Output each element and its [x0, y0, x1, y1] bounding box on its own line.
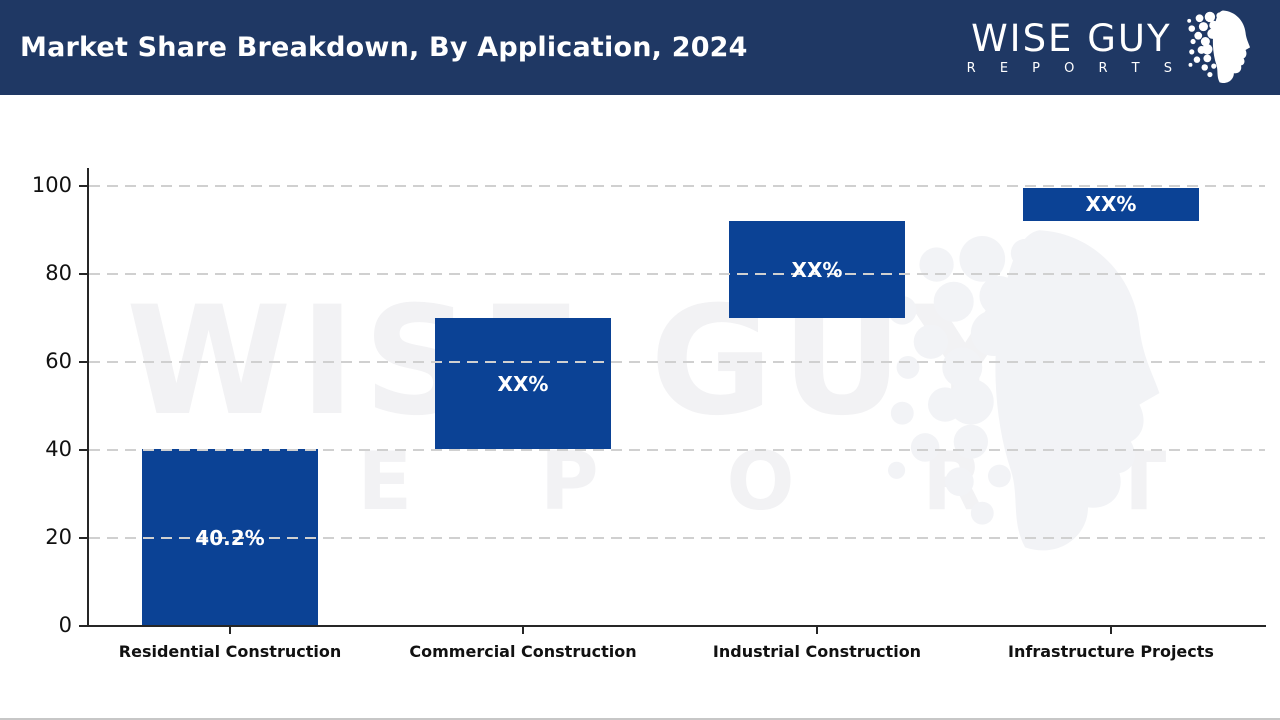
x-axis-category-label: Commercial Construction: [409, 642, 637, 661]
gridline-y-20: [89, 537, 1265, 539]
y-axis-tick-label: 60: [45, 348, 72, 373]
x-axis-tick: [1110, 627, 1112, 634]
y-axis-tick-label: 0: [58, 612, 72, 637]
y-axis-tick: [79, 449, 88, 451]
y-axis-tick: [79, 537, 88, 539]
header: Market Share Breakdown, By Application, …: [0, 0, 1280, 95]
y-axis-tick-label: 20: [45, 524, 72, 549]
y-axis-tick-label: 80: [45, 260, 72, 285]
watermark-face-icon: [882, 230, 1160, 551]
logo-name: WISE GUY: [971, 17, 1172, 60]
y-axis-tick: [79, 361, 88, 363]
bottom-border-line: [0, 718, 1280, 720]
x-axis-category-label: Residential Construction: [118, 642, 342, 661]
bar-infrastructure-projects: [1023, 187, 1199, 222]
x-axis-tick: [229, 627, 231, 634]
bar-value-label: XX%: [497, 371, 549, 396]
y-axis-line: [87, 168, 89, 627]
logo-text: WISE GUY R E P O R T S: [961, 20, 1182, 75]
bar-industrial-construction: [729, 221, 905, 318]
chart-title: Market Share Breakdown, By Application, …: [20, 32, 748, 63]
bar-commercial-construction: [435, 318, 611, 450]
y-axis-tick: [79, 185, 88, 187]
gridline-y-80: [89, 273, 1265, 275]
y-axis-tick-label: 40: [45, 436, 72, 461]
x-axis-line: [87, 625, 1266, 627]
x-axis-category-label: Infrastructure Projects: [1008, 642, 1214, 661]
logo-subtitle: R E P O R T S: [966, 61, 1182, 76]
gridline-y-40: [89, 449, 1265, 451]
dotted-face-profile-icon: [1187, 9, 1251, 83]
bar-value-label: XX%: [1085, 192, 1137, 217]
bar-value-label: 40.2%: [195, 525, 265, 550]
gridline-y-100: [89, 185, 1265, 187]
x-axis-category-label: Industrial Construction: [712, 642, 922, 661]
bar-value-label: XX%: [791, 257, 843, 282]
x-axis-tick: [522, 627, 524, 634]
y-axis-tick: [79, 625, 88, 627]
y-axis-tick: [79, 273, 88, 275]
y-axis-tick-label: 100: [31, 172, 72, 197]
x-axis-tick: [816, 627, 818, 634]
wise-guy-reports-logo: WISE GUY R E P O R T S: [961, 8, 1252, 88]
gridline-y-60: [89, 361, 1265, 363]
